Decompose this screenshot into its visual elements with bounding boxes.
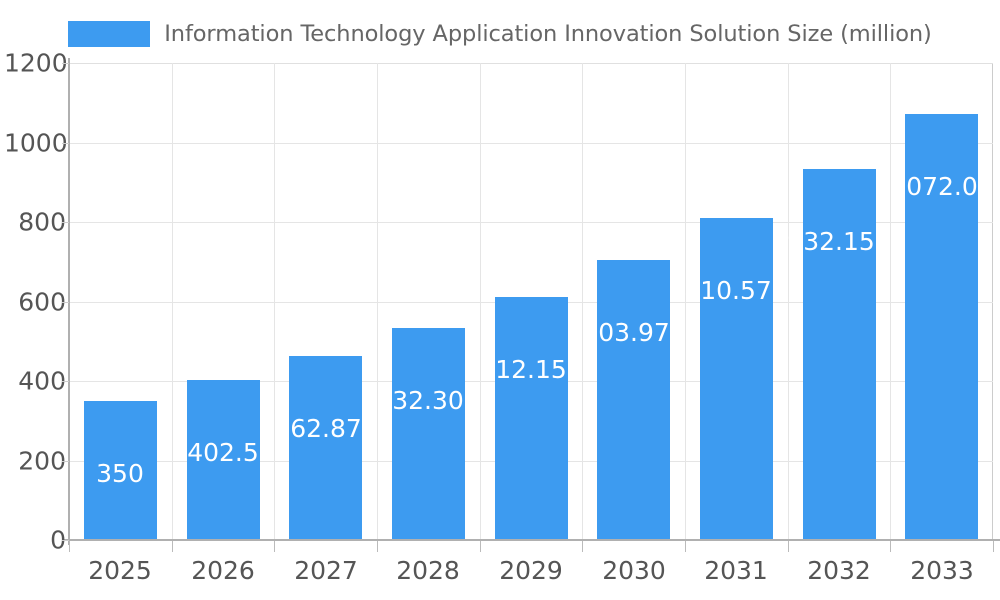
x-axis-tick-label: 2027 (294, 556, 358, 585)
x-axis-tick-mark (172, 541, 173, 552)
bars-layer: 350 402.5 462.875 532.306 612.152 703.975 810.… (69, 63, 993, 540)
bar[interactable] (84, 401, 157, 540)
y-axis-spine (68, 58, 70, 545)
gridline-vertical (890, 63, 891, 540)
y-axis-tick-mark (62, 63, 69, 64)
x-axis-tick-label: 2026 (191, 556, 255, 585)
gridline-vertical (582, 63, 583, 540)
y-axis-tick-mark (62, 222, 69, 223)
x-axis-spine (62, 539, 1000, 541)
x-axis-tick-label: 2033 (910, 556, 974, 585)
plot-right-spine (992, 63, 993, 540)
bar[interactable] (289, 356, 362, 540)
legend-color-swatch (68, 21, 151, 47)
gridline-vertical (172, 63, 173, 540)
y-axis-tick-mark (62, 461, 69, 462)
x-axis-tick-label: 2028 (396, 556, 460, 585)
gridline-vertical (377, 63, 378, 540)
x-axis-tick-label: 2030 (602, 556, 666, 585)
x-axis-tick-mark (377, 541, 378, 552)
x-axis-tick-mark (274, 541, 275, 552)
y-axis-tick-mark (62, 540, 69, 541)
bar[interactable] (187, 380, 260, 540)
legend-label: Information Technology Application Innov… (164, 21, 932, 47)
y-axis-tick-label: 400 (18, 366, 66, 396)
y-axis-tick-mark (62, 143, 69, 144)
bar[interactable] (700, 218, 773, 540)
bar[interactable] (905, 114, 978, 540)
x-axis-tick-mark (685, 541, 686, 552)
x-axis-tick-mark (788, 541, 789, 552)
chart-legend: Information Technology Application Innov… (0, 14, 1000, 54)
y-axis-tick-label: 1000 (4, 128, 68, 157)
y-axis-tick-label: 1200 (4, 48, 68, 78)
y-axis-tick-label: 600 (18, 287, 66, 316)
x-axis-tick-mark (993, 541, 994, 552)
x-axis-tick-label: 2032 (807, 556, 871, 585)
gridline-vertical (480, 63, 481, 540)
y-axis-tick-mark (62, 381, 69, 382)
bar[interactable] (495, 297, 568, 540)
gridline-horizontal (69, 63, 993, 64)
y-axis-tick-label: 0 (50, 525, 66, 555)
x-axis-tick-mark (582, 541, 583, 552)
bar[interactable] (392, 328, 465, 540)
gridline-vertical (685, 63, 686, 540)
y-axis: 0 200 400 600 800 1000 1200 (0, 0, 69, 600)
bar[interactable] (803, 169, 876, 540)
x-axis-tick-mark (480, 541, 481, 552)
gridline-vertical (788, 63, 789, 540)
y-axis-tick-label: 800 (18, 207, 66, 237)
y-axis-tick-label: 200 (18, 446, 66, 475)
x-axis-tick-label: 2031 (704, 556, 768, 585)
x-axis-tick-label: 2029 (499, 556, 563, 585)
gridline-horizontal (69, 222, 993, 223)
y-axis-tick-mark (62, 302, 69, 303)
x-axis-tick-label: 2025 (88, 556, 152, 585)
gridline-horizontal (69, 143, 993, 144)
x-axis-tick-mark (890, 541, 891, 552)
x-axis-tick-mark (69, 541, 70, 552)
gridline-vertical (274, 63, 275, 540)
bar[interactable] (597, 260, 670, 540)
